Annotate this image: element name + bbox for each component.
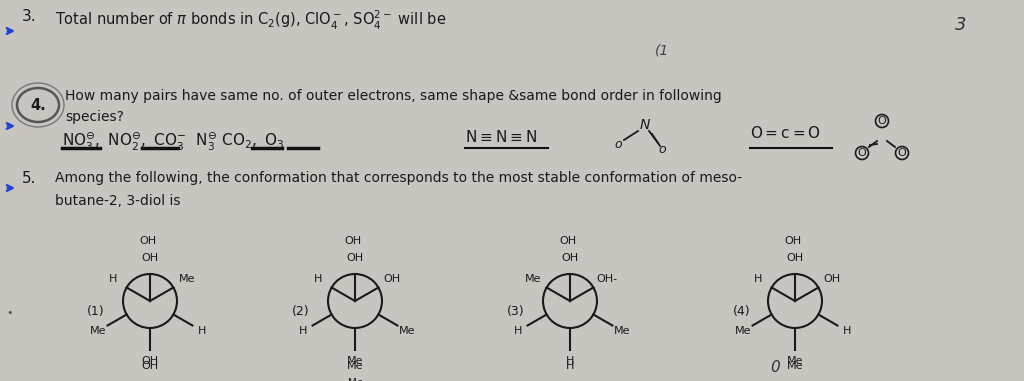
Text: OH: OH xyxy=(344,236,361,246)
Text: O: O xyxy=(878,116,887,126)
Text: OH: OH xyxy=(384,274,400,285)
Text: H: H xyxy=(109,274,117,285)
Text: OH: OH xyxy=(346,253,364,263)
Text: OH: OH xyxy=(141,361,159,371)
Text: OH: OH xyxy=(784,236,802,246)
Text: o: o xyxy=(658,142,666,155)
Text: 3.: 3. xyxy=(22,9,37,24)
Text: 3: 3 xyxy=(955,16,967,34)
Text: (3): (3) xyxy=(507,304,525,317)
Text: N: N xyxy=(640,118,650,132)
Text: Me: Me xyxy=(735,326,752,336)
Text: OH-: OH- xyxy=(597,274,617,285)
Text: 0: 0 xyxy=(770,360,780,375)
Text: Me: Me xyxy=(613,326,630,336)
Text: Total number of $\pi$ bonds in C$_2$(g), ClO$_4^-$, SO$_4^{2-}$ will be: Total number of $\pi$ bonds in C$_2$(g),… xyxy=(55,9,446,32)
Text: $\mathrm{O{=}c{=}O}$: $\mathrm{O{=}c{=}O}$ xyxy=(750,125,821,141)
Text: (1): (1) xyxy=(87,304,105,317)
Text: Me: Me xyxy=(786,361,803,371)
Text: OH: OH xyxy=(786,253,804,263)
Text: H: H xyxy=(198,326,206,336)
Text: H: H xyxy=(313,274,322,285)
Text: (1: (1 xyxy=(655,43,670,57)
Text: OH: OH xyxy=(823,274,841,285)
Text: H: H xyxy=(514,326,522,336)
Text: H: H xyxy=(754,274,762,285)
Text: H: H xyxy=(566,356,574,366)
Text: $\mathrm{N{\equiv}N{\equiv}N}$: $\mathrm{N{\equiv}N{\equiv}N}$ xyxy=(465,129,538,145)
Text: o: o xyxy=(614,139,622,152)
Text: Me: Me xyxy=(786,356,803,366)
Text: H: H xyxy=(299,326,307,336)
Text: Mc: Mc xyxy=(348,378,362,381)
Text: O: O xyxy=(898,148,906,158)
Text: How many pairs have same no. of outer electrons, same shape &same bond order in : How many pairs have same no. of outer el… xyxy=(65,89,722,103)
Text: (2): (2) xyxy=(293,304,310,317)
Text: OH: OH xyxy=(139,236,157,246)
Text: OH: OH xyxy=(561,253,579,263)
Text: H: H xyxy=(843,326,851,336)
Text: Me: Me xyxy=(398,326,415,336)
Text: OH: OH xyxy=(141,356,159,366)
Text: OH: OH xyxy=(559,236,577,246)
Text: butane-2, 3-diol is: butane-2, 3-diol is xyxy=(55,194,180,208)
Text: 5.: 5. xyxy=(22,171,37,186)
Text: $\mathrm{NO_3^{\ominus},\ NO_2^{\ominus},\ CO_3^{-}\ \ N_3^{\ominus}\ CO_2,\ O_3: $\mathrm{NO_3^{\ominus},\ NO_2^{\ominus}… xyxy=(62,131,285,153)
Text: Me: Me xyxy=(347,356,364,366)
Text: Me: Me xyxy=(347,361,364,371)
Text: Me: Me xyxy=(179,274,196,285)
Text: Me: Me xyxy=(90,326,106,336)
Text: Among the following, the conformation that corresponds to the most stable confor: Among the following, the conformation th… xyxy=(55,171,742,185)
Text: •: • xyxy=(7,308,13,318)
Text: (4): (4) xyxy=(732,304,750,317)
Text: 4.: 4. xyxy=(30,98,46,112)
Text: O: O xyxy=(858,148,866,158)
Text: OH: OH xyxy=(141,253,159,263)
Text: species?: species? xyxy=(65,110,124,124)
Text: H: H xyxy=(566,361,574,371)
Text: Me: Me xyxy=(524,274,541,285)
